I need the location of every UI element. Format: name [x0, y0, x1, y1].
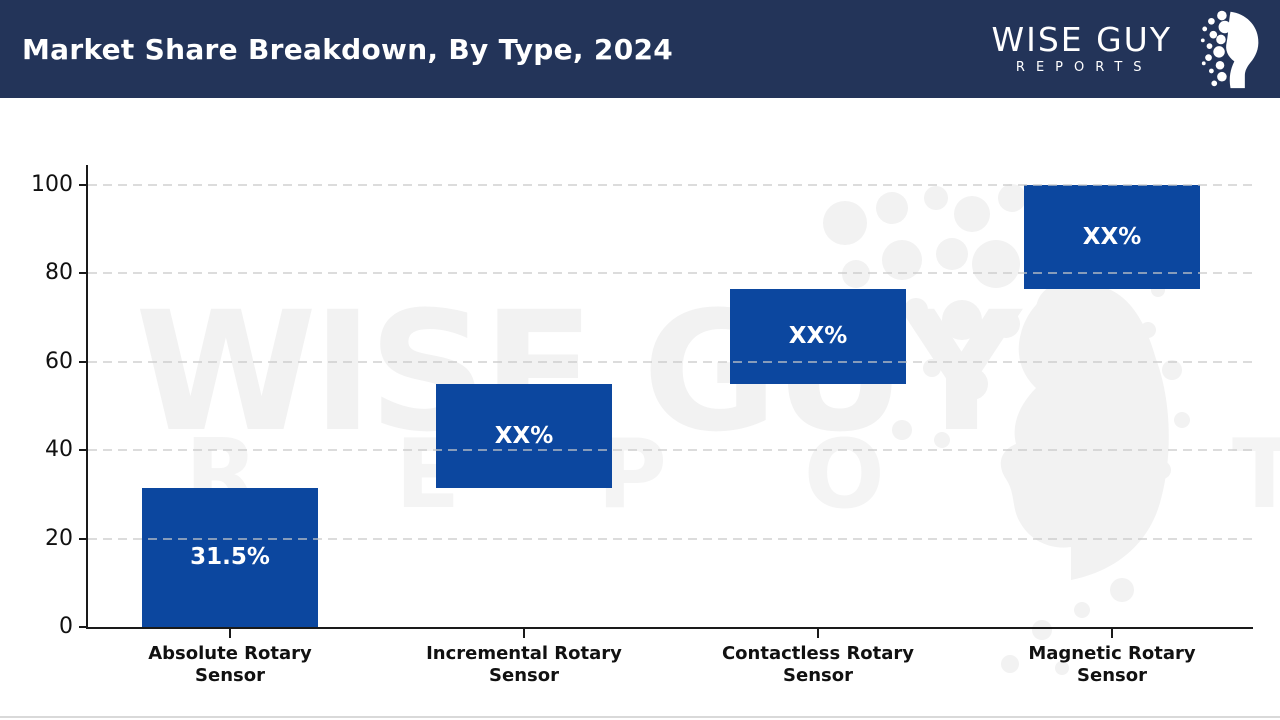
gridline-20	[88, 537, 1253, 540]
gridline-80	[88, 272, 1253, 275]
y-tick-label-40: 40	[45, 437, 73, 463]
x-tick-label-3: Contactless Rotary Sensor	[721, 643, 915, 686]
y-tick-100	[79, 184, 88, 186]
y-tick-label-60: 60	[45, 348, 73, 374]
page-title: Market Share Breakdown, By Type, 2024	[22, 32, 674, 66]
logo-brand-text: WISE GUY	[991, 20, 1172, 59]
x-tick-1	[229, 629, 231, 638]
bar-3	[730, 288, 906, 384]
bar-value-label-4: XX%	[1082, 223, 1142, 250]
head-dots-watermark	[812, 184, 1190, 675]
bar-1	[142, 487, 318, 627]
y-tick-40	[79, 449, 88, 452]
x-tick-2	[523, 629, 525, 638]
x-tick-label-4: Magnetic Rotary Sensor	[1028, 643, 1196, 686]
wise-guy-logo: WISE GUY REPORTS	[991, 6, 1280, 92]
header-band: Market Share Breakdown, By Type, 2024 WI…	[0, 0, 1280, 98]
x-tick-label-1: Absolute Rotary Sensor	[148, 643, 312, 686]
y-axis-spine	[86, 165, 88, 629]
x-tick-label-2: Incremental Rotary Sensor	[426, 643, 622, 686]
x-axis-spine	[88, 627, 1253, 629]
logo-text: WISE GUY REPORTS	[991, 23, 1172, 75]
y-tick-20	[79, 537, 88, 540]
bar-value-label-3: XX%	[788, 323, 848, 350]
bar-value-label-1: 31.5%	[190, 544, 270, 571]
bottom-divider	[0, 716, 1280, 718]
gridline-40	[88, 449, 1253, 452]
y-tick-80	[79, 272, 88, 275]
gridline-60	[88, 360, 1253, 363]
y-tick-60	[79, 360, 88, 363]
y-tick-0	[79, 626, 88, 628]
bar-value-label-2: XX%	[494, 422, 554, 449]
x-tick-4	[1111, 629, 1113, 638]
y-tick-label-0: 0	[59, 614, 73, 639]
gridline-100	[88, 184, 1253, 186]
head-dots-icon	[1200, 10, 1259, 89]
y-tick-label-100: 100	[31, 172, 73, 197]
x-tick-3	[817, 629, 819, 638]
y-tick-label-80: 80	[45, 260, 73, 286]
bar-2	[436, 383, 612, 488]
bar-4	[1024, 185, 1200, 289]
logo-sub-text: REPORTS	[1015, 60, 1153, 75]
y-tick-label-20: 20	[45, 525, 73, 551]
